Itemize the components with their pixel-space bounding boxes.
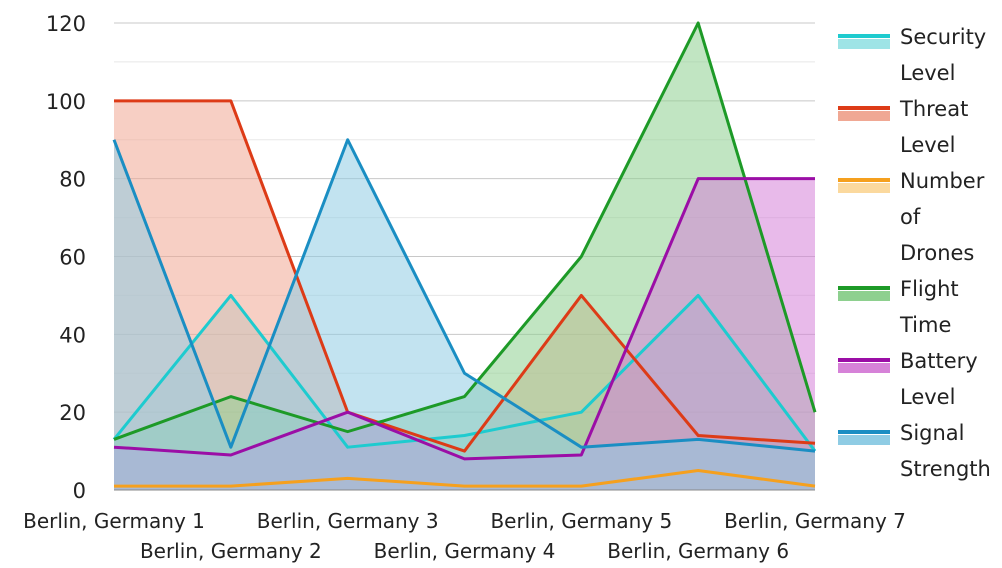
y-tick-label: 40 xyxy=(59,323,86,347)
y-tick-label: 80 xyxy=(59,168,86,192)
series-line-5 xyxy=(112,138,816,453)
y-tick-label: 0 xyxy=(73,479,86,503)
legend-swatch-fill xyxy=(838,111,890,121)
legend-item-0: Security Level xyxy=(838,25,986,85)
series-area-5 xyxy=(114,139,815,490)
legend-item-3: Flight Time xyxy=(838,277,959,337)
x-tick-label: Berlin, Germany 4 xyxy=(374,539,556,563)
legend-label: Security Level xyxy=(900,25,986,85)
x-tick-label: Berlin, Germany 7 xyxy=(724,509,906,533)
series-line-4 xyxy=(113,177,815,461)
legend-label: Flight Time xyxy=(899,277,959,337)
y-tick-label: 60 xyxy=(59,246,86,270)
y-tick-label: 20 xyxy=(59,401,86,425)
y-tick-label: 120 xyxy=(46,12,86,36)
legend-item-5: Signal Strength xyxy=(838,421,991,481)
y-axis: 0 20 40 60 80 100 120 xyxy=(46,12,86,503)
legend: Security Level Threat Level Number of Drones Fl… xyxy=(838,25,991,481)
legend-item-4: Battery Level xyxy=(838,349,978,409)
series-area-4 xyxy=(114,178,815,490)
x-tick-label: Berlin, Germany 5 xyxy=(490,509,672,533)
legend-label: Number of Drones xyxy=(900,169,985,265)
x-tick-label: Berlin, Germany 3 xyxy=(257,509,439,533)
legend-swatch-fill xyxy=(838,435,890,445)
legend-label: Battery Level xyxy=(900,349,978,409)
legend-swatch-fill xyxy=(838,363,890,373)
series-lines xyxy=(112,21,817,488)
x-tick-label: Berlin, Germany 1 xyxy=(23,509,205,533)
legend-item-1: Threat Level xyxy=(838,97,968,157)
legend-label: Threat Level xyxy=(899,97,968,157)
series-line-2 xyxy=(114,469,816,488)
series-line-3 xyxy=(113,21,817,441)
legend-swatch-fill xyxy=(838,39,890,49)
legend-swatch-fill xyxy=(838,291,890,301)
series-line-1 xyxy=(114,99,816,453)
x-axis: Berlin, Germany 1 Berlin, Germany 2 Berlin… xyxy=(23,489,906,563)
legend-item-2: Number of Drones xyxy=(838,169,985,265)
x-tick-label: Berlin, Germany 6 xyxy=(607,539,789,563)
series-line-0 xyxy=(112,293,817,452)
x-tick-label: Berlin, Germany 2 xyxy=(140,539,322,563)
legend-label: Signal Strength xyxy=(900,421,991,481)
y-tick-label: 100 xyxy=(46,90,86,114)
legend-swatch-fill xyxy=(838,183,890,193)
